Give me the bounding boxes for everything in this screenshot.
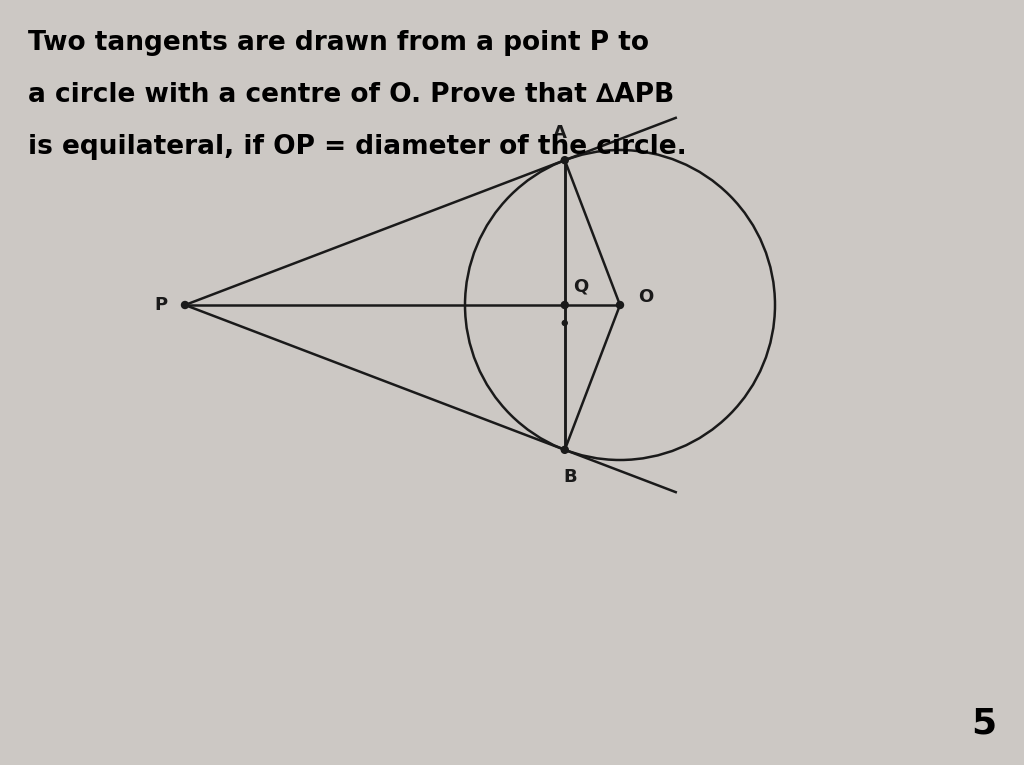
Circle shape	[561, 301, 568, 308]
Circle shape	[616, 301, 624, 308]
Text: Q: Q	[572, 277, 588, 295]
Circle shape	[181, 301, 188, 308]
Text: Two tangents are drawn from a point P to: Two tangents are drawn from a point P to	[28, 30, 649, 56]
Circle shape	[561, 446, 568, 454]
Text: P: P	[154, 296, 167, 314]
Text: 5: 5	[971, 706, 996, 740]
Circle shape	[561, 157, 568, 164]
Circle shape	[562, 321, 567, 325]
Text: a circle with a centre of O. Prove that ∆APB: a circle with a centre of O. Prove that …	[28, 82, 674, 108]
Text: B: B	[563, 468, 577, 486]
Text: A: A	[553, 124, 566, 142]
Text: is equilateral, if OP = diameter of the circle.: is equilateral, if OP = diameter of the …	[28, 134, 687, 160]
Text: O: O	[638, 288, 653, 306]
